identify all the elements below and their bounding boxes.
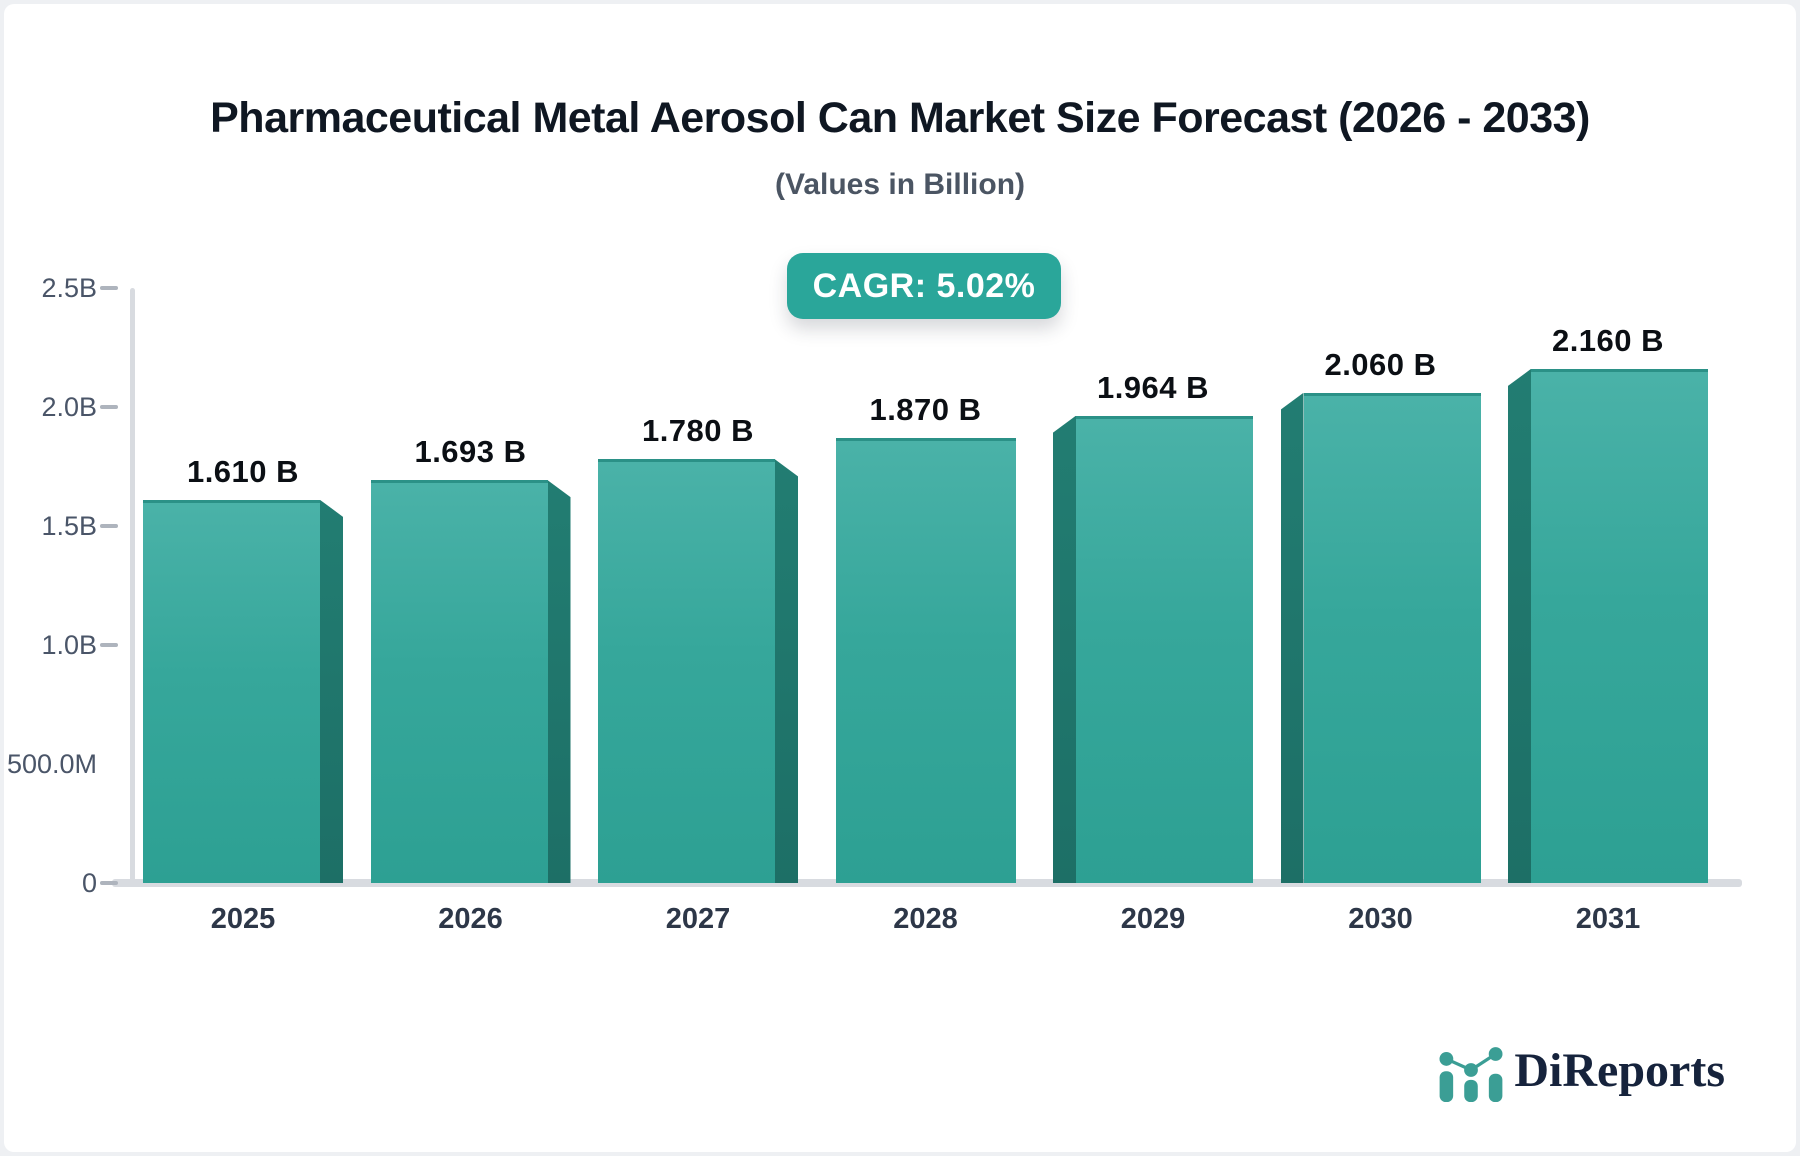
bar-front-face-2030 <box>1303 392 1481 883</box>
x-axis-label-2025: 2025 <box>210 903 276 935</box>
tick-dash <box>100 881 118 885</box>
tick-dash <box>100 286 118 290</box>
bar-front-face-2031 <box>1531 368 1708 883</box>
y-axis-tick-label: 1.0B <box>41 630 97 660</box>
bar-front-face-2028 <box>835 437 1016 883</box>
tick-dash <box>100 405 118 409</box>
bar-side-face-2030 <box>1280 392 1304 883</box>
bar-value-label-2031: 2.160 B <box>1551 322 1665 358</box>
x-axis-label-2030: 2030 <box>1348 903 1413 935</box>
bar-side-face-2025 <box>320 499 343 883</box>
bar-value-label-2027: 1.780 B <box>641 413 755 449</box>
chart-title: Pharmaceutical Metal Aerosol Can Market … <box>210 94 1590 142</box>
bar-side-face-2027 <box>775 459 798 883</box>
bar-value-label-2030: 2.060 B <box>1324 346 1437 382</box>
x-axis-label-2028: 2028 <box>893 903 958 935</box>
cagr-badge: CAGR: 5.02% <box>787 253 1061 319</box>
bar-front-face-2027 <box>598 459 775 883</box>
bar-front-face-2029 <box>1076 415 1253 883</box>
x-axis-label-2031: 2031 <box>1575 903 1641 935</box>
bar-value-label-2029: 1.964 B <box>1096 369 1210 405</box>
y-axis-tick-label: 2.5B <box>41 273 97 303</box>
y-axis-tick-label: 1.5B <box>41 511 97 541</box>
x-axis-label-2026: 2026 <box>438 903 503 935</box>
bar-value-label-2026: 1.693 B <box>414 434 527 470</box>
y-axis-tick-label: 2.0B <box>41 392 97 422</box>
y-axis-tick-label: 500.0M <box>6 749 97 779</box>
tick-dash <box>100 643 118 647</box>
bar-front-face-2025 <box>143 499 320 883</box>
y-axis-line <box>130 288 135 883</box>
x-axis-label-2029: 2029 <box>1120 903 1186 935</box>
tick-dash <box>100 524 118 528</box>
brand-watermark: DiReports <box>1436 1034 1725 1106</box>
bar-front-face-2026 <box>370 480 548 883</box>
bar-side-face-2029 <box>1053 415 1076 883</box>
brand-name: DiReports <box>1514 1043 1725 1097</box>
bar-side-face-2031 <box>1508 368 1531 883</box>
y-axis-tick-label: 0 <box>81 868 97 898</box>
bar-side-face-2026 <box>547 480 571 883</box>
bar-line-chart-icon <box>1439 1047 1503 1102</box>
x-axis-label-2027: 2027 <box>665 903 731 935</box>
x-axis-line <box>112 879 1742 887</box>
chart-subtitle: (Values in Billion) <box>774 168 1026 201</box>
bar-value-label-2025: 1.610 B <box>186 453 300 489</box>
bar-value-label-2028: 1.870 B <box>869 391 982 427</box>
